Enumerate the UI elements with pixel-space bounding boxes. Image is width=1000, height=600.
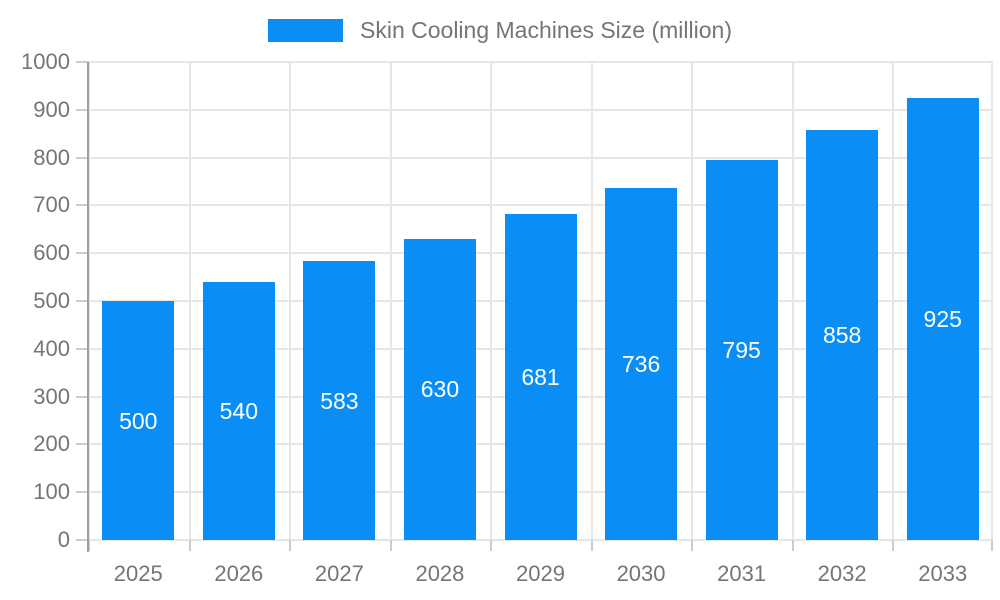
bar-2033[interactable]	[906, 97, 979, 540]
x-axis-tick-label: 2026	[214, 561, 264, 586]
bar-2031[interactable]	[705, 159, 778, 540]
y-axis-tick-label: 300	[33, 383, 70, 409]
legend: Skin Cooling Machines Size (million)	[0, 17, 1000, 44]
x-axis-tick	[590, 540, 593, 551]
bar-value-label: 736	[621, 351, 661, 378]
y-axis-tick	[76, 395, 88, 398]
bar-value-label: 630	[420, 376, 460, 403]
x-axis-tick-label: 2031	[717, 561, 767, 586]
gridline-vertical	[289, 62, 292, 540]
y-axis-tick	[76, 443, 88, 446]
y-axis-tick	[76, 491, 88, 494]
x-axis-tick	[289, 540, 292, 551]
x-axis-tick	[490, 540, 493, 551]
y-axis-tick-label: 700	[33, 192, 70, 218]
gridline-vertical	[892, 62, 895, 540]
gridline-vertical	[188, 62, 191, 540]
y-axis-tick	[76, 204, 88, 207]
gridline-horizontal	[88, 204, 993, 207]
bar-2032[interactable]	[806, 129, 879, 540]
legend-swatch[interactable]	[268, 19, 343, 42]
y-axis-tick	[76, 156, 88, 159]
y-axis-line	[87, 62, 89, 552]
y-axis-tick-label: 100	[33, 479, 70, 505]
x-axis-tick-label: 2025	[113, 561, 163, 586]
bar-value-label: 500	[119, 407, 158, 434]
y-axis-tick	[76, 108, 88, 111]
bar-2029[interactable]	[504, 214, 577, 540]
x-axis-tick-label: 2027	[314, 561, 364, 586]
x-axis-tick	[892, 540, 895, 551]
gridline-vertical	[490, 62, 493, 540]
y-axis-tick	[76, 300, 88, 302]
gridline-vertical	[991, 62, 993, 540]
bar-2030[interactable]	[605, 188, 678, 540]
gridline-horizontal	[88, 61, 993, 63]
y-axis-tick-label: 1000	[21, 49, 70, 74]
x-axis-tick	[389, 540, 392, 551]
bar-value-label: 681	[521, 364, 560, 391]
bar-value-label: 795	[722, 336, 761, 363]
x-axis-tick	[88, 540, 90, 551]
plot-area: 0 100 200 300 400 500 600 700 800 900 1000 500 2025 5…	[21, 49, 993, 586]
x-axis-tick-label: 2028	[415, 561, 465, 586]
y-axis-tick-label: 600	[33, 240, 70, 266]
y-axis-tick	[76, 61, 88, 63]
x-axis-tick-label: 2033	[918, 561, 968, 586]
x-axis-tick	[188, 540, 191, 551]
y-axis-tick-label: 800	[33, 144, 70, 170]
x-axis-tick-label: 2032	[817, 561, 867, 586]
x-axis-tick	[691, 540, 694, 551]
y-axis-tick-label: 400	[33, 335, 70, 361]
y-axis-tick-label: 200	[33, 431, 70, 457]
gridline-vertical	[691, 62, 694, 540]
gridline-horizontal	[88, 108, 993, 111]
bar-2026[interactable]	[202, 281, 275, 540]
gridline-horizontal	[88, 156, 993, 159]
x-axis-tick-label: 2029	[516, 561, 565, 586]
bar-2028[interactable]	[403, 238, 476, 540]
x-axis-tick	[791, 540, 794, 551]
y-axis-tick-label: 500	[33, 288, 70, 313]
y-axis-tick-label: 900	[33, 96, 70, 122]
y-axis-tick	[76, 347, 88, 350]
gridline-vertical	[88, 62, 90, 540]
x-axis-tick	[991, 540, 993, 551]
bar-2025[interactable]	[102, 301, 175, 540]
bar-value-label: 583	[320, 387, 359, 414]
y-axis-tick	[76, 539, 88, 541]
gridline-vertical	[590, 62, 593, 540]
y-axis-tick-label: 0	[57, 527, 70, 552]
y-axis-tick	[76, 252, 88, 255]
gridline-vertical	[389, 62, 392, 540]
x-axis-tick-label: 2030	[616, 561, 666, 586]
bar-2027[interactable]	[303, 261, 376, 540]
bar-value-label: 925	[923, 305, 962, 332]
bar-value-label: 540	[219, 397, 259, 424]
legend-label[interactable]: Skin Cooling Machines Size (million)	[360, 17, 732, 43]
gridline-horizontal	[88, 539, 993, 541]
bar-value-label: 858	[822, 321, 862, 348]
gridline-vertical	[791, 62, 794, 540]
